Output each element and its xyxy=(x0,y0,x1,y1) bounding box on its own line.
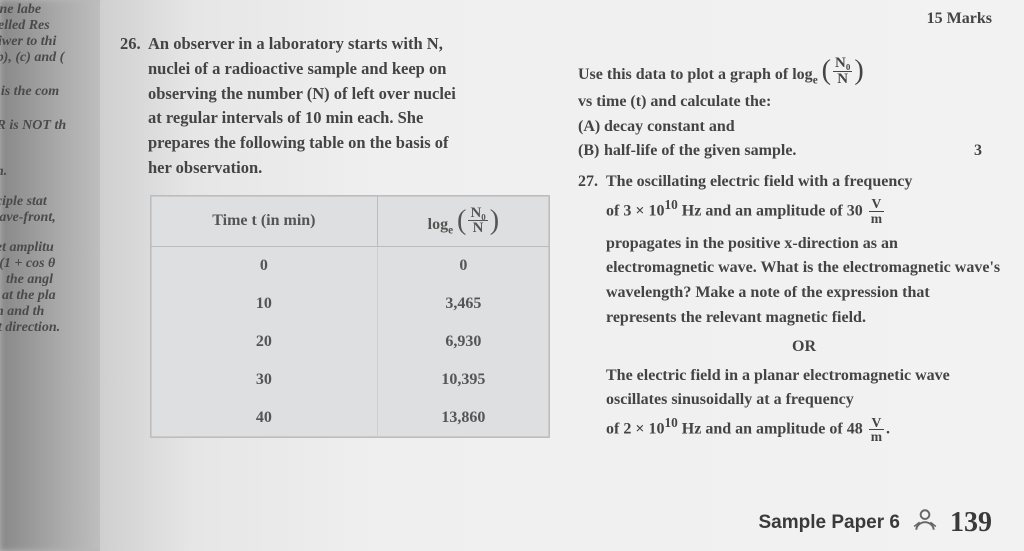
question-number: 26. xyxy=(120,32,148,181)
footer-icon xyxy=(912,507,938,539)
fragment: wave-front, xyxy=(0,210,110,226)
marks-3: 3 xyxy=(974,139,1002,164)
question-27: 27. The oscillating electric field with … xyxy=(578,170,1002,444)
fragment: (b), (c) and ( xyxy=(0,50,110,66)
sample-paper-label: Sample Paper 6 xyxy=(758,512,900,534)
table-row: 103,465 xyxy=(151,285,549,323)
question-number: 27. xyxy=(578,170,606,444)
page-number: 139 xyxy=(950,507,992,539)
q27-alt: The electric field in a planar electroma… xyxy=(606,364,1002,414)
or-separator: OR xyxy=(606,335,1002,360)
fragment: n and th xyxy=(0,304,110,320)
q27-alt-line2: of 2 × 1010 Hz and an amplitude of 48 Vm… xyxy=(606,413,1002,444)
q27-paragraph: propagates in the positive x-direction a… xyxy=(606,232,1002,331)
marks-label: 15 Marks xyxy=(927,10,992,28)
question-26: 26. An observer in a laboratory starts w… xyxy=(120,32,550,181)
fragment: abelled Res xyxy=(0,18,110,34)
fragment: α (1 + cos θ xyxy=(0,256,110,272)
table-header-log: loge ( N₀N ) xyxy=(377,196,549,247)
table-row: 00 xyxy=(151,247,549,286)
q26-instruction: Use this data to plot a graph of loge ( … xyxy=(578,56,1002,90)
fragment: iciple stat xyxy=(0,194,110,210)
table-header-time: Time t (in min) xyxy=(151,196,377,247)
fragment: at the pla xyxy=(2,288,110,304)
fragment: d R is NOT th xyxy=(0,118,110,134)
page-content: SECTION - C 15 Marks 26. An observer in … xyxy=(100,0,1024,551)
option-b: (B) half-life of the given sample. 3 xyxy=(578,139,1002,164)
fragment: n-one labe xyxy=(0,2,110,18)
fragment: R is the com xyxy=(0,84,110,100)
fragment: iwer to thi xyxy=(0,34,110,50)
fragment: h. xyxy=(0,164,110,180)
question-26-body: An observer in a laboratory starts with … xyxy=(148,32,456,181)
table-row: 206,930 xyxy=(151,323,549,361)
fragment: the angl xyxy=(6,272,110,288)
fragment: it direction. xyxy=(0,320,110,336)
table-row: 4013,860 xyxy=(151,399,549,437)
previous-page-bleed: n-one labe abelled Res iwer to thi (b), … xyxy=(0,0,110,551)
observation-table: Time t (in min) loge ( N₀N ) xyxy=(150,195,550,439)
option-a: (A) decay constant and xyxy=(578,115,1002,140)
table-row: 3010,395 xyxy=(151,361,549,399)
fragment: let amplitu xyxy=(0,240,110,256)
page-footer: Sample Paper 6 139 xyxy=(758,507,992,539)
q26-instruction-line2: vs time (t) and calculate the: xyxy=(578,90,1002,115)
